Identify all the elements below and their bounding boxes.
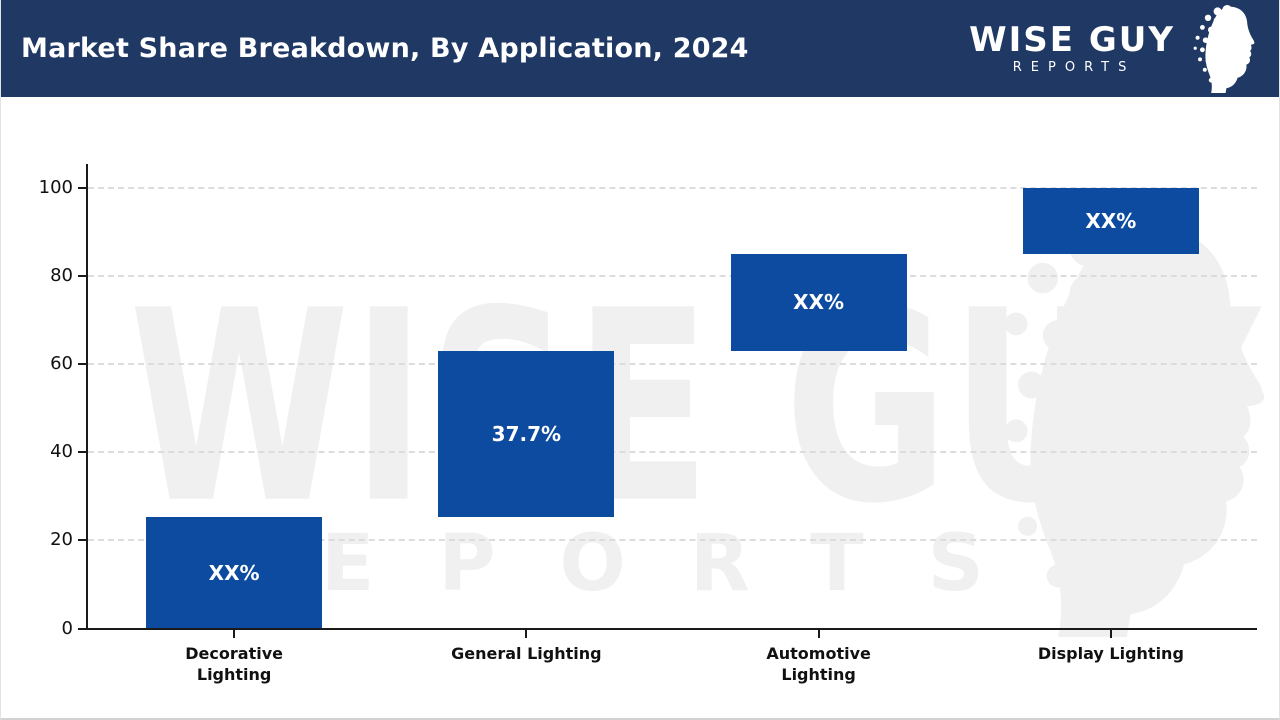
bar-value-label: XX%	[793, 290, 845, 315]
bar-segment-4: XX%	[1022, 187, 1199, 254]
y-tick-label-40: 40	[50, 441, 73, 463]
gridline-60	[88, 362, 1257, 365]
logo-wordmark: WISE GUY	[969, 19, 1175, 60]
y-tick-label-80: 80	[50, 264, 73, 286]
gridline-100	[88, 186, 1257, 189]
y-tick-label-100: 100	[38, 176, 73, 198]
category-label-3: Automotive Lighting	[766, 643, 871, 684]
x-tick-1	[233, 629, 236, 638]
gridline-40	[88, 451, 1257, 454]
bar-segment-1: XX%	[146, 517, 323, 629]
watermark-subtext: REPORTS	[197, 519, 1048, 609]
category-label-2: General Lighting	[451, 643, 602, 663]
y-tick-label-60: 60	[50, 352, 73, 374]
gridline-20	[88, 539, 1257, 542]
y-tick-label-20: 20	[50, 529, 73, 551]
y-tick-label-0: 0	[61, 617, 73, 639]
logo-text: WISE GUY REPORTS	[969, 23, 1175, 75]
bar-value-label: 37.7%	[491, 422, 562, 447]
gridline-80	[88, 274, 1257, 277]
category-label-4: Display Lighting	[1037, 643, 1184, 663]
x-tick-2	[525, 629, 528, 638]
bar-segment-3: XX%	[730, 253, 907, 352]
y-tick-20	[78, 539, 86, 542]
y-axis-line	[86, 164, 88, 630]
x-tick-3	[817, 629, 820, 638]
category-label-1: Decorative Lighting	[185, 643, 283, 684]
x-axis-line	[86, 627, 1257, 630]
y-tick-100	[78, 186, 86, 189]
logo: WISE GUY REPORTS	[969, 4, 1259, 93]
y-tick-80	[78, 274, 86, 277]
bar-value-label: XX%	[208, 560, 260, 585]
chart-title: Market Share Breakdown, By Application, …	[21, 33, 749, 64]
watermark-face-icon	[974, 217, 1265, 637]
logo-face-icon	[1193, 4, 1255, 93]
logo-subtext: REPORTS	[1012, 59, 1136, 75]
header-bar: Market Share Breakdown, By Application, …	[1, 0, 1279, 97]
y-tick-60	[78, 362, 86, 365]
chart-area: WISE GUY REPORTS XX% Decorative Lighting 3…	[1, 97, 1279, 718]
bar-segment-2: 37.7%	[438, 351, 615, 518]
y-tick-0	[78, 627, 86, 630]
bar-value-label: XX%	[1085, 208, 1137, 233]
y-tick-40	[78, 451, 86, 454]
x-tick-4	[1109, 629, 1112, 638]
